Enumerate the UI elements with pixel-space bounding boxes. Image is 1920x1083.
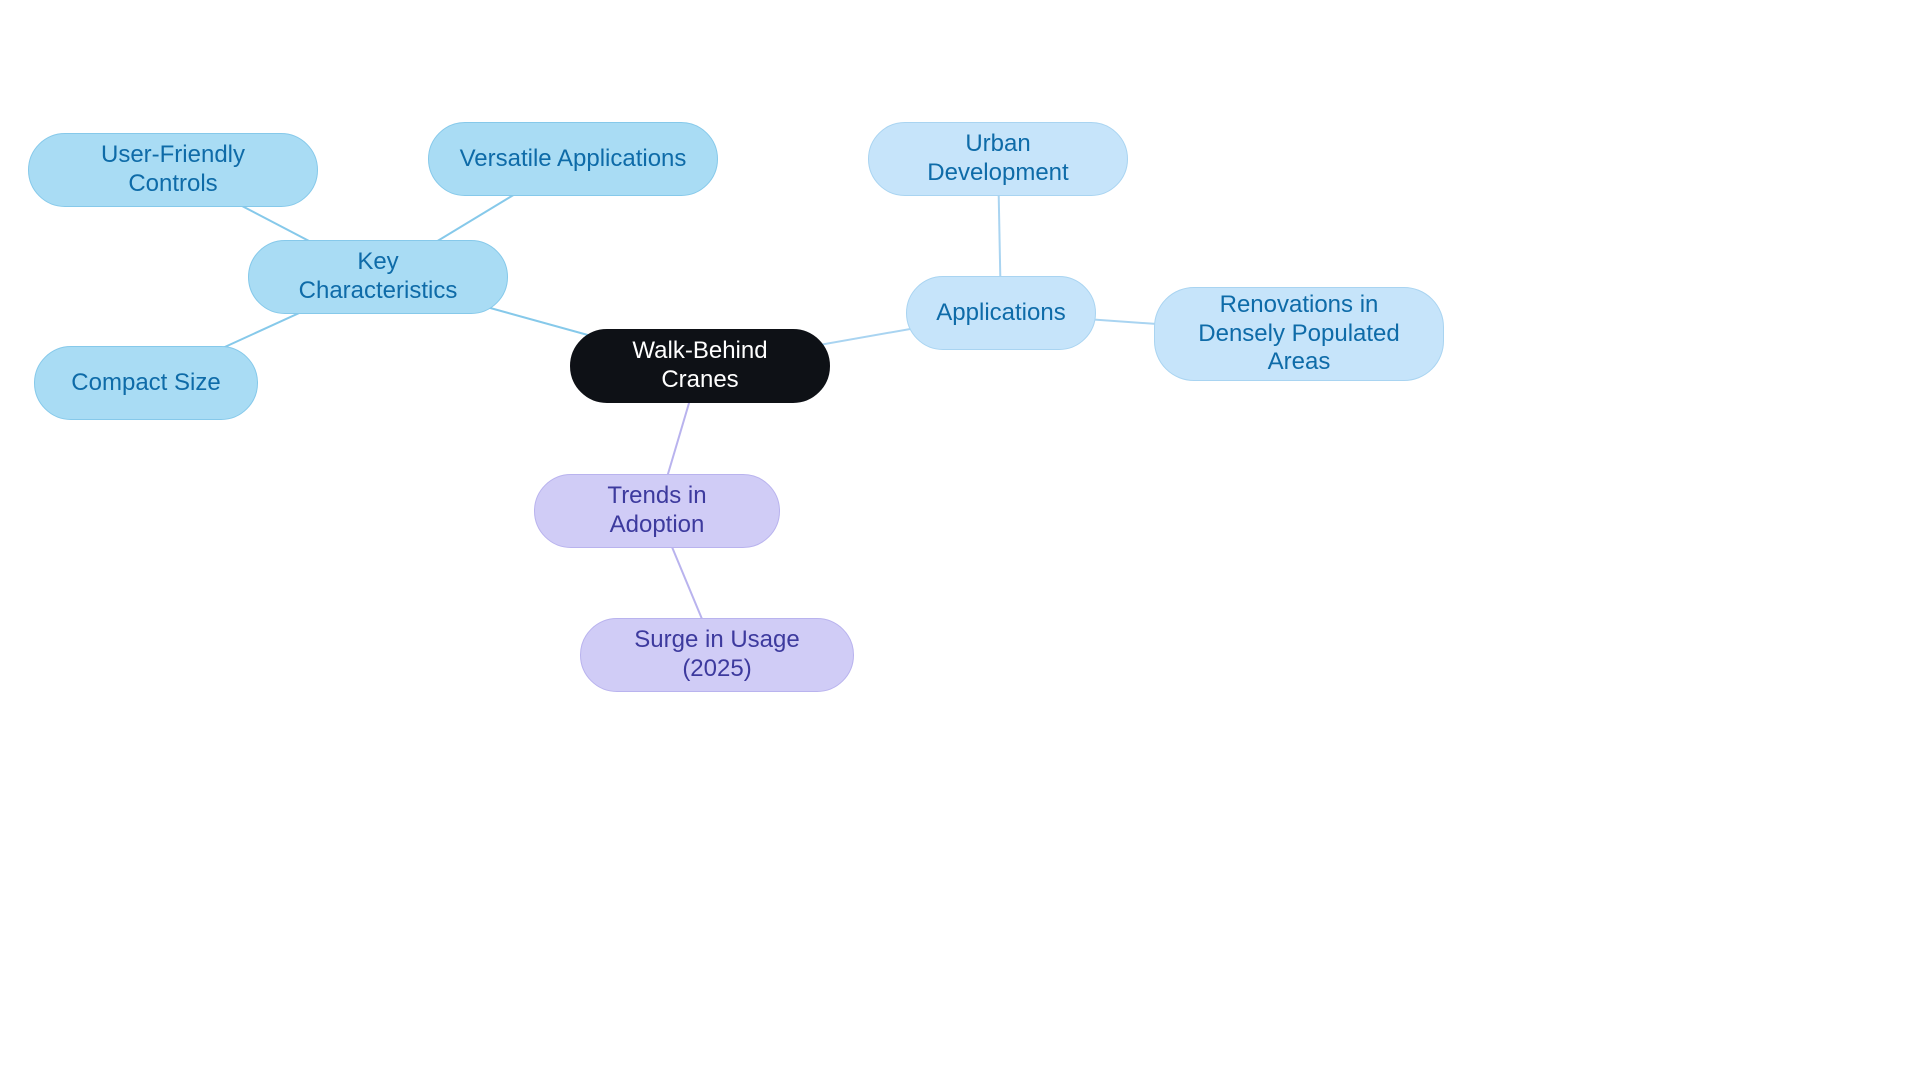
node-renov: Renovations in Densely Populated Areas xyxy=(1154,287,1444,381)
node-label: Walk-Behind Cranes xyxy=(601,337,799,395)
node-label: Renovations in Densely Populated Areas xyxy=(1185,291,1413,377)
node-label: User-Friendly Controls xyxy=(59,141,287,199)
node-label: Applications xyxy=(936,299,1065,328)
node-trends: Trends in Adoption xyxy=(534,474,780,548)
node-label: Compact Size xyxy=(71,369,220,398)
node-user: User-Friendly Controls xyxy=(28,133,318,207)
node-apps: Applications xyxy=(906,276,1096,350)
node-label: Surge in Usage (2025) xyxy=(611,626,823,684)
node-label: Trends in Adoption xyxy=(565,482,749,540)
node-key: Key Characteristics xyxy=(248,240,508,314)
node-label: Urban Development xyxy=(899,130,1097,188)
node-urban: Urban Development xyxy=(868,122,1128,196)
node-root: Walk-Behind Cranes xyxy=(570,329,830,403)
node-surge: Surge in Usage (2025) xyxy=(580,618,854,692)
node-label: Versatile Applications xyxy=(460,145,687,174)
node-compact: Compact Size xyxy=(34,346,258,420)
node-versatile: Versatile Applications xyxy=(428,122,718,196)
node-label: Key Characteristics xyxy=(279,248,477,306)
